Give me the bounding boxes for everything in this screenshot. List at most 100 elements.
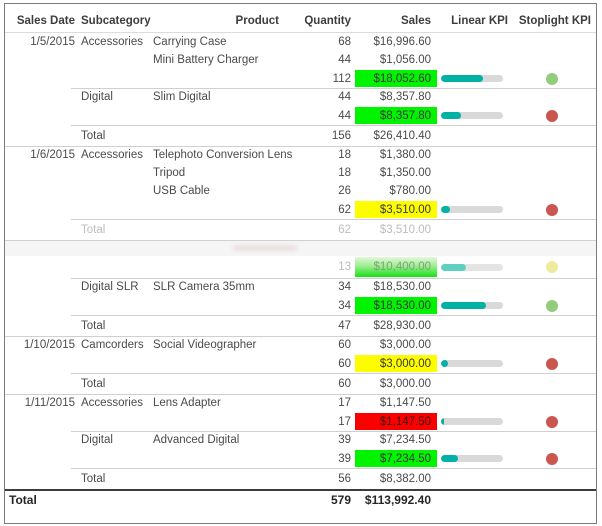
linear-kpi-bar-fill: [441, 112, 462, 119]
sales-cell: $3,510.00: [355, 200, 437, 219]
sales-cell: $18,530.00: [355, 296, 437, 315]
stoplight-red-dot-icon: [545, 203, 558, 216]
faded-placeholder-row: [5, 240, 596, 256]
table-row[interactable]: Mini Battery Charger 44 $1,056.00: [5, 51, 596, 69]
table-row[interactable]: 17 $1,147.50: [5, 412, 596, 431]
quantity-cell: 26: [338, 185, 351, 197]
table-row[interactable]: Total 60 $3,000.00: [5, 373, 596, 394]
quantity-cell: 62: [338, 203, 351, 216]
table-row[interactable]: Digital Slim Digital 44 $8,357.80: [5, 88, 596, 106]
quantity-cell: 112: [332, 72, 351, 85]
table-row[interactable]: Total 62 $3,510.00: [5, 219, 596, 240]
subcategory-cell: Accessories: [81, 149, 143, 161]
quantity-cell: 39: [338, 434, 351, 446]
product-cell: Tripod: [153, 167, 186, 179]
quantity-cell: 68: [338, 36, 351, 48]
subcategory-cell: Accessories: [81, 36, 143, 48]
sales-kpi-value: $18,052.60: [355, 70, 437, 87]
row-separator: [71, 278, 596, 279]
sales-value: $7,234.50: [379, 434, 431, 446]
table-row[interactable]: 1/5/2015 Accessories Carrying Case 68 $16,99…: [5, 33, 596, 51]
table-row[interactable]: Tripod 18 $1,350.00: [5, 164, 596, 182]
subtotal-label: Total: [81, 319, 106, 332]
product-cell: SLR Camera 35mm: [153, 281, 255, 293]
table-row[interactable]: Digital Advanced Digital 39 $7,234.50: [5, 431, 596, 449]
table-row[interactable]: Digital SLR SLR Camera 35mm 34 $18,530.00: [5, 278, 596, 296]
stoplight-yellow-dot-icon: [545, 261, 558, 273]
sales-cell: $3,000.00: [355, 373, 437, 394]
subcategory-cell: Digital SLR: [81, 281, 139, 293]
stoplight-kpi-cell: [513, 261, 596, 273]
column-header-stoplight-kpi[interactable]: Stoplight KPI: [518, 15, 591, 27]
subtotal-label: Total: [81, 129, 106, 142]
stoplight-kpi-cell: [513, 415, 596, 428]
stoplight-kpi-cell: [513, 357, 596, 370]
table-row[interactable]: 34 $18,530.00: [5, 296, 596, 315]
quantity-cell: 44: [338, 54, 351, 66]
stoplight-red-dot-icon: [545, 452, 558, 465]
quantity-cell: 62: [338, 223, 351, 236]
table-row[interactable]: Total 56 $8,382.00: [5, 468, 596, 489]
sales-value: $780.00: [389, 185, 431, 197]
sales-cell: $3,510.00: [355, 219, 437, 240]
sales-value: $1,380.00: [379, 149, 431, 161]
table-row[interactable]: 39 $7,234.50: [5, 449, 596, 468]
table-row[interactable]: 13 $10,400.00: [5, 256, 596, 278]
linear-kpi-bar-fill: [441, 263, 466, 271]
kpi-matrix-table: Sales Date Subcategory Product Quantity Sale…: [4, 3, 597, 524]
sales-cell: $780.00: [355, 182, 437, 200]
stoplight-red-dot-icon: [545, 415, 558, 428]
table-row[interactable]: Total 156 $26,410.40: [5, 125, 596, 146]
row-separator: [71, 125, 596, 126]
column-header-subcategory[interactable]: Subcategory: [81, 15, 151, 27]
sales-value: $16,996.60: [373, 36, 431, 48]
table-row[interactable]: 1/6/2015 Accessories Telephoto Conversion …: [5, 146, 596, 164]
column-header-sales-date[interactable]: Sales Date: [16, 15, 75, 27]
sales-cell: $18,530.00: [355, 278, 437, 296]
stoplight-kpi-cell: [513, 109, 596, 122]
row-separator: [5, 489, 596, 491]
table-row[interactable]: 1/10/2015 Camcorders Social Videographer 60…: [5, 336, 596, 354]
stoplight-green-dot-icon: [545, 72, 558, 85]
sales-value: $18,530.00: [373, 281, 431, 293]
row-separator: [71, 468, 596, 469]
table-row[interactable]: 62 $3,510.00: [5, 200, 596, 219]
row-separator: [5, 240, 596, 241]
subcategory-cell: Accessories: [81, 397, 143, 409]
product-cell: Advanced Digital: [153, 434, 240, 446]
column-header-sales[interactable]: Sales: [400, 15, 431, 27]
product-cell: Carrying Case: [153, 36, 227, 48]
table-row[interactable]: Total 47 $28,930.00: [5, 315, 596, 336]
quantity-cell: 56: [338, 472, 351, 485]
quantity-cell: 156: [331, 129, 351, 142]
quantity-cell: 34: [338, 299, 351, 312]
product-cell: Social Videographer: [153, 339, 257, 351]
subcategory-cell: Digital: [81, 434, 113, 446]
column-header-linear-kpi[interactable]: Linear KPI: [451, 15, 508, 27]
sales-cell: $8,357.80: [355, 88, 437, 106]
table-row[interactable]: 60 $3,000.00: [5, 354, 596, 373]
linear-kpi-bar: [441, 263, 503, 271]
linear-kpi-bar-fill: [441, 206, 450, 213]
grand-total-label: Total: [9, 492, 37, 507]
quantity-cell: 44: [338, 91, 351, 103]
linear-kpi-bar-fill: [441, 75, 484, 82]
column-header-quantity[interactable]: Quantity: [304, 15, 351, 27]
sales-cell: $1,380.00: [355, 146, 437, 164]
table-row[interactable]: 44 $8,357.80: [5, 106, 596, 125]
linear-kpi-cell: [437, 263, 513, 271]
table-row[interactable]: 1/11/2015 Accessories Lens Adapter 17 $1,147…: [5, 394, 596, 412]
sales-cell: $26,410.40: [355, 125, 437, 146]
row-separator: [5, 336, 596, 337]
linear-kpi-bar-fill: [441, 418, 445, 425]
column-header-product[interactable]: Product: [235, 15, 279, 27]
linear-kpi-bar-fill: [441, 360, 449, 367]
table-row[interactable]: 112 $18,052.60: [5, 69, 596, 88]
table-header-row: Sales Date Subcategory Product Quantity Sale…: [5, 4, 596, 33]
table-row[interactable]: USB Cable 26 $780.00: [5, 182, 596, 200]
grand-total-row[interactable]: Total 579 $113,992.40: [5, 489, 596, 510]
stoplight-kpi-cell: [513, 299, 596, 312]
linear-kpi-bar-fill: [441, 455, 459, 462]
sales-value: $1,147.50: [379, 397, 431, 409]
sales-cell: $10,400.00: [355, 256, 437, 278]
